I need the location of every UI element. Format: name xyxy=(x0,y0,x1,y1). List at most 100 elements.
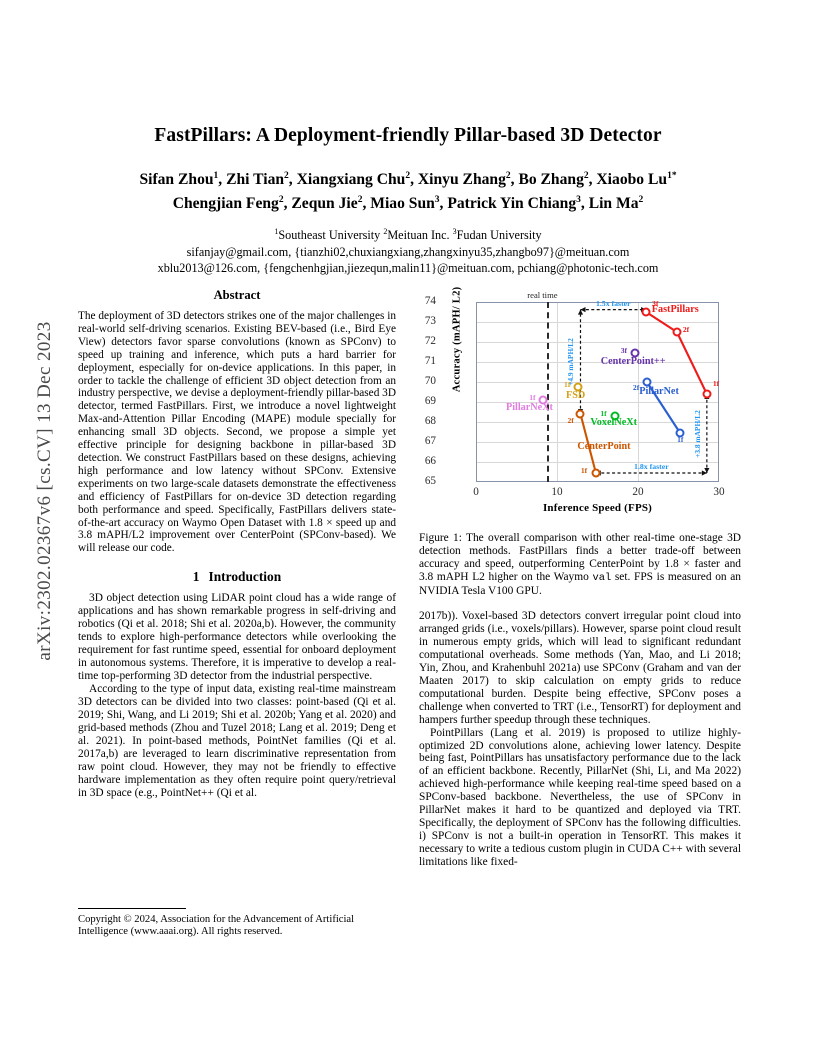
x-axis-tick: 0 xyxy=(473,486,479,498)
data-point-pillarnet-2f xyxy=(642,377,652,387)
author-line-2: Chengjian Feng2, Zequn Jie2, Miao Sun3, … xyxy=(172,195,644,213)
paragraph-text: According to the type of input data, exi… xyxy=(78,682,396,799)
author-line-1: Sifan Zhou1, Zhi Tian2, Xiangxiang Chu2,… xyxy=(139,171,677,189)
caption-part-1: Figure 1: The overall comparison with ot… xyxy=(419,532,741,583)
series-connector xyxy=(646,381,681,434)
section-heading-introduction: 1 Introduction xyxy=(78,569,396,585)
paragraph-text: 2017b)). Voxel-based 3D detectors conver… xyxy=(419,610,741,726)
y-axis-tick: 67 xyxy=(424,435,436,447)
chart-lines xyxy=(577,307,710,476)
author-list: Sifan Zhou1, Zhi Tian2, Xiangxiang Chu2,… xyxy=(75,166,741,214)
chart-accuracy-vs-speed: Accuracy (mAPH/ L2) Inference Speed (FPS… xyxy=(419,287,741,526)
y-gridline xyxy=(477,322,718,323)
footnote-rule xyxy=(78,908,186,909)
right-column-body: 2017b)). Voxel-based 3D detectors conver… xyxy=(419,610,741,869)
annotation-arrowhead xyxy=(577,309,584,315)
data-point-fastpillars-1f xyxy=(702,389,712,399)
data-point-pillarnet-1f xyxy=(675,428,685,438)
intro-paragraph-1: 3D object detection using LiDAR point cl… xyxy=(78,592,396,799)
x-axis-tick: 30 xyxy=(713,486,725,498)
data-point-voxelnext-1f xyxy=(610,411,620,421)
y-axis-tick: 70 xyxy=(424,375,436,387)
y-gridline xyxy=(477,422,718,423)
x-gridline xyxy=(638,303,639,481)
annotation-arrowhead xyxy=(701,470,707,476)
y-gridline xyxy=(477,382,718,383)
series-connector xyxy=(579,413,597,474)
x-axis-tick: 20 xyxy=(632,486,644,498)
email-line-2: xblu2013@126.com, {fengchenhgjian,jiezeq… xyxy=(157,260,659,275)
point-label: 1f xyxy=(712,379,720,388)
y-axis-tick: 68 xyxy=(424,415,436,427)
x-gridline xyxy=(557,303,558,481)
point-label: 3f xyxy=(652,299,659,308)
right-column: 2017b)). Voxel-based 3D detectors conver… xyxy=(419,610,741,869)
annotation-label: 1.5x faster xyxy=(595,298,631,308)
y-axis-tick: 69 xyxy=(424,395,436,407)
point-label: 2f xyxy=(682,325,690,334)
point-label: 3f xyxy=(620,346,628,355)
point-label: 1f xyxy=(580,466,588,475)
y-gridline xyxy=(477,462,718,463)
series-label-centerpoint: CenterPoint xyxy=(577,441,631,452)
abstract-text: The deployment of 3D detectors strikes o… xyxy=(78,310,396,555)
data-point-centerpoint-2f xyxy=(575,409,585,419)
figure-1: Accuracy (mAPH/ L2) Inference Speed (FPS… xyxy=(419,287,741,598)
y-axis-tick: 73 xyxy=(424,315,436,327)
left-column: Abstract The deployment of 3D detectors … xyxy=(78,288,396,799)
series-connector xyxy=(675,331,708,395)
point-label: 1f xyxy=(600,409,607,418)
data-point-fsd-1f xyxy=(573,382,583,392)
arxiv-stamp: arXiv:2302.02367v6 [cs.CV] 13 Dec 2023 xyxy=(34,321,55,661)
section-number: 1 xyxy=(192,569,200,585)
x-axis-label: Inference Speed (FPS) xyxy=(542,502,653,514)
y-axis-tick: 65 xyxy=(424,475,436,487)
annotation-label-vertical: +4.9 mAPH/L2 xyxy=(566,337,576,386)
paragraph-text: 3D object detection using LiDAR point cl… xyxy=(78,592,396,682)
point-label: 2f xyxy=(632,383,640,392)
y-gridline xyxy=(477,362,718,363)
data-point-pillarnext-1f xyxy=(538,395,548,405)
paragraph-text: PointPillars (Lang et al. 2019) is propo… xyxy=(419,726,741,869)
series-label-centerpointpp: CenterPoint++ xyxy=(600,356,666,367)
series-label-pillarnext: PillarNeXt xyxy=(505,402,553,413)
copyright-line-2: Intelligence (www.aaai.org). All rights … xyxy=(78,926,283,938)
realtime-reference-line xyxy=(547,302,550,482)
annotation-arrowhead xyxy=(580,307,586,313)
email-line-1: sifanjay@gmail.com, {tianzhi02,chuxiangx… xyxy=(186,244,630,259)
series-label-fastpillars: FastPillars xyxy=(651,304,699,315)
data-point-fastpillars-3f xyxy=(641,307,651,317)
y-gridline xyxy=(477,402,718,403)
annotation-label-vertical: +3.8 mAPH/L2 xyxy=(692,409,702,458)
page-title: FastPillars: A Deployment-friendly Pilla… xyxy=(154,125,662,146)
section-title: Introduction xyxy=(208,569,282,585)
realtime-label: real time xyxy=(527,290,558,300)
x-axis-tick: 10 xyxy=(551,486,563,498)
y-axis-tick: 71 xyxy=(424,355,436,367)
point-label: 1f xyxy=(677,435,684,444)
caption-mono-val: val xyxy=(592,571,612,584)
y-gridline xyxy=(477,342,718,343)
data-point-centerpoint-1f xyxy=(591,468,601,478)
affiliation-line: 1Southeast University 2Meituan Inc. 3Fud… xyxy=(274,227,542,243)
abstract-heading: Abstract xyxy=(213,288,261,302)
series-label-fsd: FSD xyxy=(566,390,586,401)
point-label: 2f xyxy=(567,416,574,425)
point-label: 1f xyxy=(564,380,571,389)
y-axis-tick: 66 xyxy=(424,455,436,467)
series-connector xyxy=(645,311,678,333)
annotation-label: 1.8x faster xyxy=(634,462,669,471)
annotation-arrowhead xyxy=(704,468,710,473)
data-point-centerpointpp-3f xyxy=(630,348,640,358)
copyright-line-1: Copyright © 2024, Association for the Ad… xyxy=(78,914,355,925)
data-point-fastpillars-2f xyxy=(672,327,682,337)
series-label-voxelnext: VoxelNeXt xyxy=(590,417,637,428)
series-label-pillarnet: PillarNet xyxy=(639,386,679,397)
figure-caption: Figure 1: The overall comparison with ot… xyxy=(419,532,741,598)
caption-part-2: set. FPS is measured on an NVIDIA Tesla … xyxy=(419,570,741,597)
y-axis-tick: 74 xyxy=(424,295,436,307)
title-block: FastPillars: A Deployment-friendly Pilla… xyxy=(75,125,741,276)
y-axis-tick: 72 xyxy=(424,335,436,347)
point-label: 1f xyxy=(529,393,536,402)
